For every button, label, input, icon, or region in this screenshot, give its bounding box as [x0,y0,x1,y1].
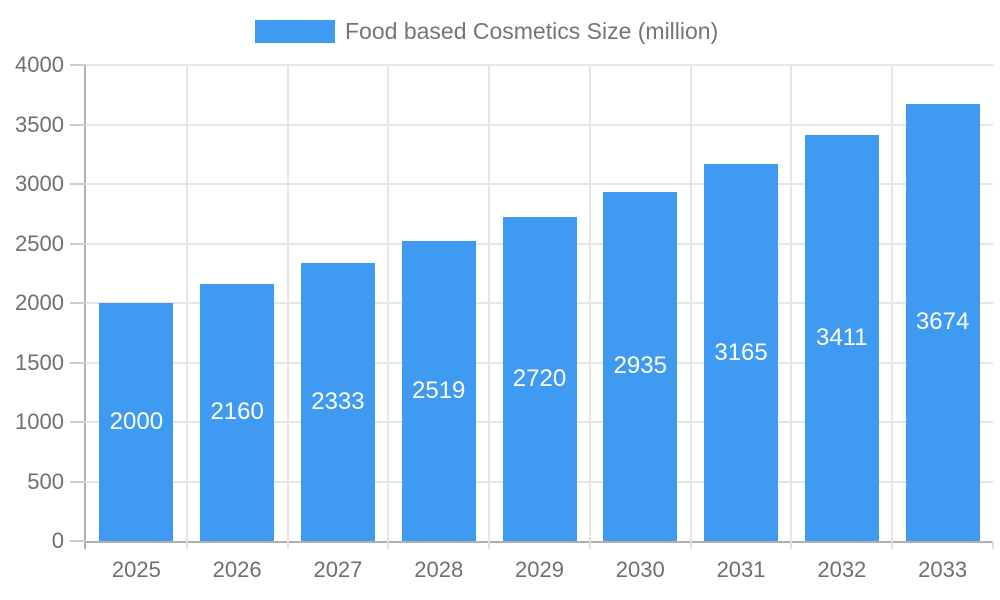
legend-item[interactable]: Food based Cosmetics Size (million) [255,18,718,45]
gridline-vertical [387,65,390,541]
x-axis-tick-label: 2027 [313,557,363,582]
gridline-horizontal [86,64,993,66]
bar-2026[interactable]: 2160 [200,283,275,541]
bar-value-label: 2160 [210,398,264,426]
x-axis-tick [689,541,692,549]
x-axis-tick [185,541,188,549]
y-axis-tick-label: 4000 [15,52,64,77]
bar-value-label: 3411 [816,324,868,352]
gridline-vertical [891,65,894,541]
gridline-horizontal [86,183,993,185]
x-axis-line [84,541,993,543]
y-axis-line [84,65,86,549]
bar-value-label: 2935 [613,352,667,380]
bar-value-label: 2333 [311,388,365,416]
bar-value-label: 2720 [512,365,567,393]
y-axis-tick-label: 0 [51,528,64,553]
x-axis-tick-label: 2032 [817,557,867,582]
x-axis-tick-label: 2028 [414,557,464,582]
plot-area: 2000 2160 2333 2519 2720 2935 3165 3411 3674 [84,64,993,549]
x-axis-tick-label: 2033 [918,557,968,582]
x-axis-tick-label: 2026 [212,557,262,582]
bar-2032[interactable]: 3411 [804,135,879,541]
gridline-vertical [286,65,289,541]
gridline-vertical [185,65,188,541]
bar-2033[interactable]: 3674 [905,103,980,541]
gridline-vertical [588,65,591,541]
y-axis-tick [70,64,86,66]
legend-label: Food based Cosmetics Size (million) [345,18,719,44]
y-axis-tick-label: 2000 [15,290,64,315]
x-axis-tick-label: 2030 [615,557,665,582]
gridline-vertical [790,65,793,541]
y-axis-tick [70,183,86,185]
x-axis-tick [286,541,289,549]
y-axis-tick-label: 3500 [15,111,64,137]
x-axis-tick [992,541,994,549]
y-axis-tick [70,123,86,126]
x-axis-tick [488,541,491,549]
x-axis-tick [588,541,591,549]
y-axis-tick [70,302,86,304]
y-axis-tick-label: 1000 [15,409,64,434]
gridline-vertical [689,65,692,541]
bar-2028[interactable]: 2519 [401,241,476,541]
legend-swatch-icon [255,20,335,43]
x-axis-tick [891,541,894,549]
y-axis-tick [70,540,86,542]
y-axis-tick [70,421,86,423]
x-axis-tick-label: 2025 [111,557,161,582]
bar-2025[interactable]: 2000 [99,303,174,541]
bar-2031[interactable]: 3165 [704,164,779,541]
y-axis-tick [70,242,86,245]
gridline-vertical [488,65,491,541]
bar-value-label: 3165 [714,338,768,366]
y-axis-tick [70,480,86,483]
bar-value-label: 2519 [412,377,466,405]
bar-2027[interactable]: 2333 [300,263,375,541]
gridline-horizontal [86,123,993,126]
y-axis-tick-label: 3000 [15,171,64,196]
x-axis-tick [790,541,793,549]
y-axis-tick-label: 1500 [15,349,64,375]
y-axis-tick [70,361,86,364]
bar-value-label: 3674 [915,308,970,336]
y-axis-tick-label: 2500 [15,230,64,256]
y-axis-tick-label: 500 [27,468,64,494]
bar-2029[interactable]: 2720 [502,217,577,541]
x-axis-tick-label: 2029 [515,557,564,582]
x-axis-tick-label: 2031 [716,557,766,582]
bar-value-label: 2000 [109,408,164,435]
bar-2030[interactable]: 2935 [603,191,678,541]
x-axis-tick [387,541,390,549]
